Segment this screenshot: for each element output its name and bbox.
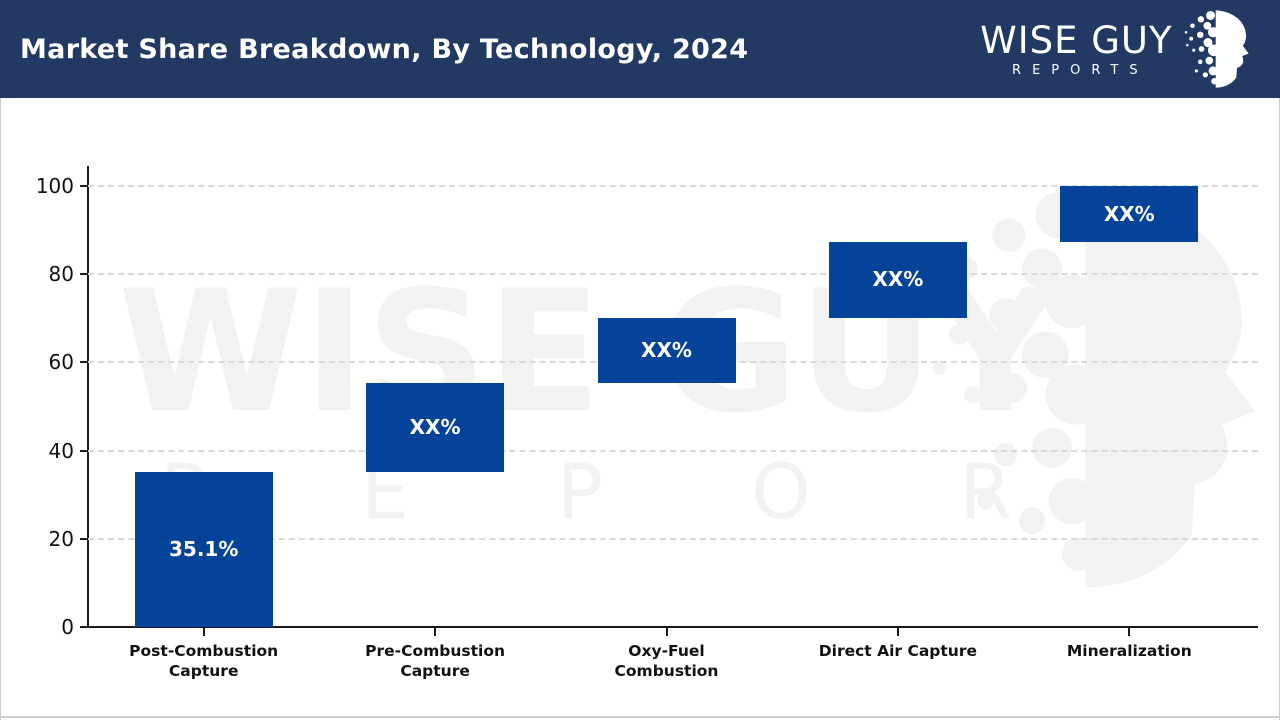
y-tick-0: [80, 626, 88, 628]
y-tick-label-100: 100: [35, 174, 74, 198]
bar-segment-0: [134, 472, 273, 627]
watermark-face-graphic: [925, 188, 1255, 588]
y-tick-label-60: 60: [48, 350, 74, 375]
gridline-100: [88, 185, 1258, 187]
bar-value-label-1: XX%: [409, 415, 461, 440]
logo-text: WISE GUY REPORTS: [980, 22, 1172, 77]
bar-segment-4: [1060, 186, 1199, 242]
category-label-3: Direct Air Capture: [818, 642, 977, 660]
x-tick-0: [202, 628, 205, 636]
frame-left-border: [0, 98, 1, 720]
y-tick-label-40: 40: [48, 438, 74, 463]
y-tick-60: [80, 361, 88, 364]
bar-value-label-3: XX%: [872, 267, 924, 291]
x-tick-1: [434, 628, 437, 636]
category-label-1: Pre-Combustion Capture: [365, 642, 506, 680]
x-tick-2: [665, 628, 668, 636]
x-tick-3: [896, 628, 899, 636]
y-tick-40: [80, 449, 88, 452]
category-label-0: Post-Combustion Capture: [129, 642, 279, 680]
logo-subtext: REPORTS: [1012, 62, 1149, 78]
bar-segment-2: [597, 317, 736, 384]
bar-value-label-2: XX%: [641, 337, 692, 362]
logo-wordmark: WISE GUY: [980, 18, 1173, 62]
y-tick-20: [80, 537, 88, 540]
bar-segment-3: [828, 242, 967, 318]
header-bar: Market Share Breakdown, By Technology, 2…: [0, 0, 1280, 98]
y-tick-80: [80, 273, 88, 276]
y-axis-line: [87, 166, 89, 628]
y-tick-100: [80, 185, 88, 187]
category-label-4: Mineralization: [1066, 642, 1192, 660]
y-tick-label-20: 20: [48, 526, 74, 551]
page-title: Market Share Breakdown, By Technology, 2…: [20, 33, 749, 65]
wise-guy-reports-logo: WISE GUY REPORTS: [980, 9, 1254, 89]
category-label-2: Oxy-Fuel Combustion: [614, 642, 719, 680]
y-tick-label-0: 0: [61, 615, 74, 639]
gridline-80: [88, 273, 1258, 276]
bar-segment-1: [366, 383, 505, 473]
gridline-40: [88, 449, 1258, 452]
gridline-20: [88, 537, 1258, 540]
y-tick-label-80: 80: [48, 262, 74, 287]
x-tick-4: [1128, 628, 1131, 636]
bar-value-label-0: 35.1%: [168, 537, 239, 562]
x-axis-line: [87, 626, 1258, 628]
bar-value-label-4: XX%: [1103, 202, 1155, 226]
bottom-rule: [0, 716, 1280, 718]
logo-face-icon: [1184, 10, 1249, 88]
